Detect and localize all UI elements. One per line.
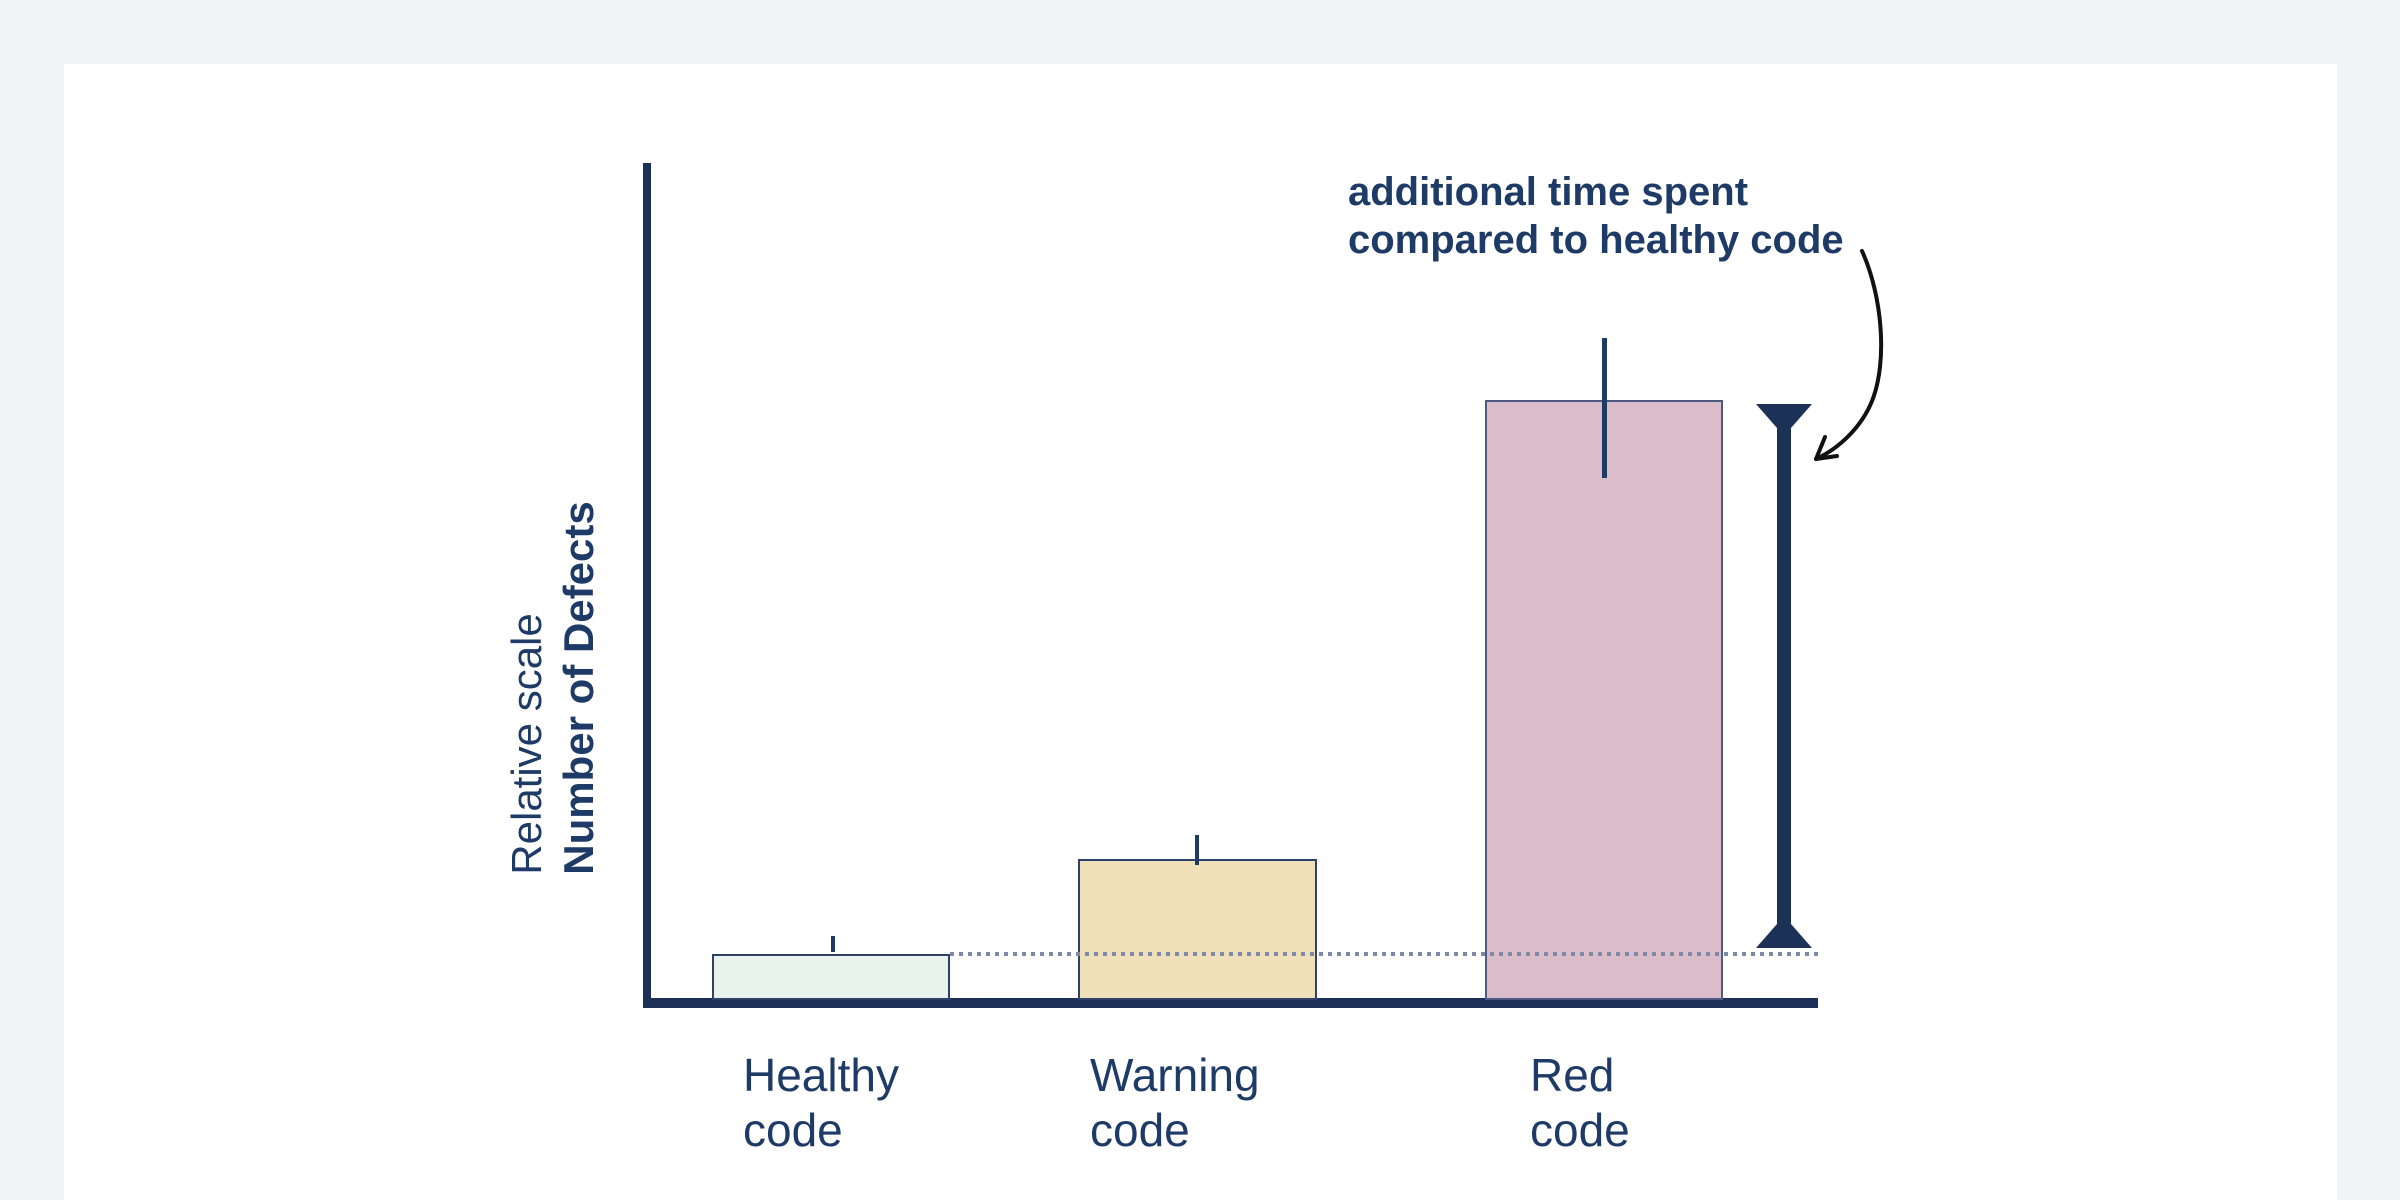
ibeam-bracket-icon: [1756, 404, 1812, 948]
category-label-warning-line2: code: [1090, 1104, 1190, 1156]
annotation-line2: compared to healthy code: [1348, 218, 1844, 262]
y-axis-line: [643, 163, 651, 1008]
chart-panel: [64, 64, 2337, 1200]
category-label-healthy: Healthy code: [743, 1048, 899, 1158]
category-label-healthy-line2: code: [743, 1104, 843, 1156]
category-label-warning: Warning code: [1090, 1048, 1260, 1158]
error-whisker-red: [1602, 338, 1607, 478]
category-label-warning-line1: Warning: [1090, 1049, 1260, 1101]
category-label-red-line1: Red: [1530, 1049, 1615, 1101]
bar-healthy-code: [712, 954, 950, 1000]
category-label-red-line2: code: [1530, 1104, 1630, 1156]
annotation-line1: additional time spent: [1348, 170, 1749, 214]
category-label-red: Red code: [1530, 1048, 1630, 1158]
y-axis-label-line2: Number of Defects: [555, 501, 602, 875]
category-label-healthy-line1: Healthy: [743, 1049, 899, 1101]
y-axis-label: Relative scale Number of Defects: [501, 501, 605, 874]
curved-arrow-icon: [1814, 249, 1884, 461]
bar-warning-code: [1078, 859, 1317, 1000]
annotation-text: additional time spent compared to health…: [1348, 168, 1844, 264]
error-whisker-healthy: [831, 936, 835, 952]
bar-red-code: [1485, 400, 1723, 1000]
dotted-baseline: [950, 952, 1823, 956]
y-axis-label-line1: Relative scale: [503, 613, 550, 875]
error-whisker-warning: [1195, 835, 1199, 865]
x-axis-line: [645, 998, 1818, 1008]
